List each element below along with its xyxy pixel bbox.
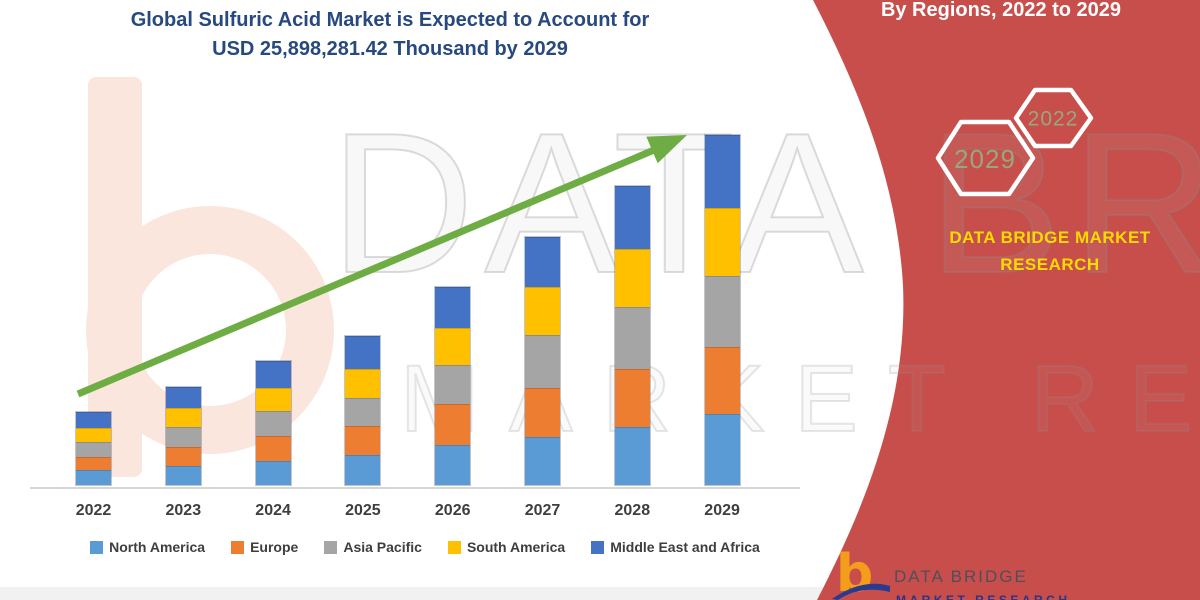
legend-swatch-icon (231, 540, 245, 554)
bar-2029 (703, 134, 741, 486)
bar-segment-europe (614, 368, 650, 428)
bar-segment-south-america (255, 387, 291, 412)
bar-segment-asia-pacific (525, 335, 560, 388)
x-axis-label-2023: 2023 (165, 502, 202, 519)
bar-2024 (254, 360, 292, 486)
watermark-b-bowl (86, 206, 334, 454)
bar-segment-south-america (614, 248, 650, 308)
legend-label: South America (466, 539, 566, 555)
bar-segment-europe (345, 425, 381, 456)
growth-arrow-head (646, 135, 687, 164)
hexagon-2029-label: 2029 (954, 144, 1016, 174)
bar-segment-south-america (76, 427, 111, 443)
legend-item-middle-east-and-africa: Middle East and Africa (591, 539, 760, 555)
bar-segment-middle-east-and-africa (255, 361, 291, 388)
legend-item-europe: Europe (231, 539, 298, 555)
x-axis-label-2027: 2027 (524, 502, 561, 519)
bar-segment-asia-pacific (165, 427, 201, 447)
legend-swatch-icon (90, 540, 104, 554)
hexagon-2022-label: 2022 (1028, 108, 1079, 131)
bar-segment-middle-east-and-africa (345, 336, 381, 369)
bar-segment-asia-pacific (255, 411, 291, 436)
bar-2027 (524, 236, 561, 486)
bar-segment-europe (76, 456, 111, 471)
x-axis-label-2028: 2028 (614, 502, 651, 519)
bar-segment-south-america (345, 368, 381, 399)
legend-item-south-america: South America (447, 539, 566, 555)
brand-text-line1: DATA BRIDGE MARKET (949, 228, 1151, 247)
bar-segment-europe (525, 387, 560, 438)
legend-label: Europe (250, 539, 299, 555)
chart-legend: North America Europe Asia Pacific South Ame… (20, 539, 830, 555)
x-axis-label-2024: 2024 (255, 502, 291, 519)
bar-segment-asia-pacific (614, 307, 650, 369)
bar-2026 (434, 286, 472, 486)
page-title-line1: Global Sulfuric Acid Market is Expected … (130, 9, 650, 31)
legend-label: Middle East and Africa (610, 539, 760, 555)
bar-segment-europe (255, 435, 291, 462)
footer-strip (0, 587, 830, 600)
watermark-text-data-bridge: DATA BRIDGE (329, 92, 1200, 315)
red-swoosh-shape (813, 0, 1200, 600)
bar-2023 (164, 386, 202, 486)
bar-segment-south-america (525, 286, 560, 336)
legend-label: North America (109, 539, 206, 555)
bar-segment-middle-east-and-africa (165, 387, 201, 408)
brand-text: DATA BRIDGE MARKET RESEARCH (900, 224, 1200, 278)
bar-segment-asia-pacific (704, 276, 740, 347)
page-title-line2: USD 25,898,281.42 Thousand by 2029 (212, 38, 568, 60)
x-axis-line (30, 487, 800, 489)
legend-item-north-america: North America (90, 539, 205, 555)
bar-segment-europe (704, 346, 740, 415)
legend-swatch-icon (324, 540, 338, 554)
legend-label: Asia Pacific (343, 539, 422, 555)
footer-logo-name: DATA BRIDGE (894, 567, 1028, 586)
bar-2022 (75, 411, 112, 486)
bar-segment-south-america (165, 407, 201, 428)
bar-segment-middle-east-and-africa (525, 237, 560, 287)
hexagon-2029 (935, 119, 1036, 197)
bar-segment-south-america (435, 327, 471, 366)
legend-item-asia-pacific: Asia Pacific (324, 539, 422, 555)
bar-segment-north-america (525, 437, 560, 485)
x-axis-label-2026: 2026 (434, 502, 471, 519)
bar-segment-asia-pacific (435, 365, 471, 404)
bar-segment-middle-east-and-africa (76, 412, 111, 428)
bar-segment-middle-east-and-africa (614, 186, 650, 249)
bar-segment-europe (435, 403, 471, 446)
bar-segment-europe (165, 446, 201, 467)
bar-segment-north-america (435, 445, 471, 485)
bar-segment-north-america (165, 466, 201, 485)
bar-segment-north-america (345, 455, 381, 485)
bar-segment-middle-east-and-africa (435, 287, 471, 328)
bar-2025 (344, 335, 382, 486)
bar-segment-north-america (704, 414, 740, 485)
brand-text-line2: RESEARCH (1000, 255, 1100, 274)
bar-segment-middle-east-and-africa (704, 135, 740, 208)
bar-segment-south-america (704, 207, 740, 277)
bar-segment-north-america (614, 427, 650, 485)
bar-segment-asia-pacific (76, 442, 111, 457)
x-axis-label-2022: 2022 (75, 502, 112, 519)
by-regions-heading: By Regions, 2022 to 2029 (880, 0, 1122, 21)
legend-swatch-icon (447, 540, 461, 554)
growth-arrow-shaft (76, 146, 656, 398)
bar-segment-north-america (255, 461, 291, 485)
footer-logo-swoosh-icon (832, 583, 890, 600)
legend-swatch-icon (591, 540, 605, 554)
hexagon-2022 (1013, 87, 1094, 149)
x-axis-label-2025: 2025 (345, 502, 381, 519)
footer-logo-subtitle: MARKET RESEARCH (896, 593, 1071, 600)
bar-segment-north-america (76, 470, 111, 485)
bar-2028 (613, 185, 651, 486)
page-title: Global Sulfuric Acid Market is Expected … (40, 6, 740, 64)
x-axis-label-2029: 2029 (704, 502, 740, 519)
bar-segment-asia-pacific (345, 398, 381, 426)
